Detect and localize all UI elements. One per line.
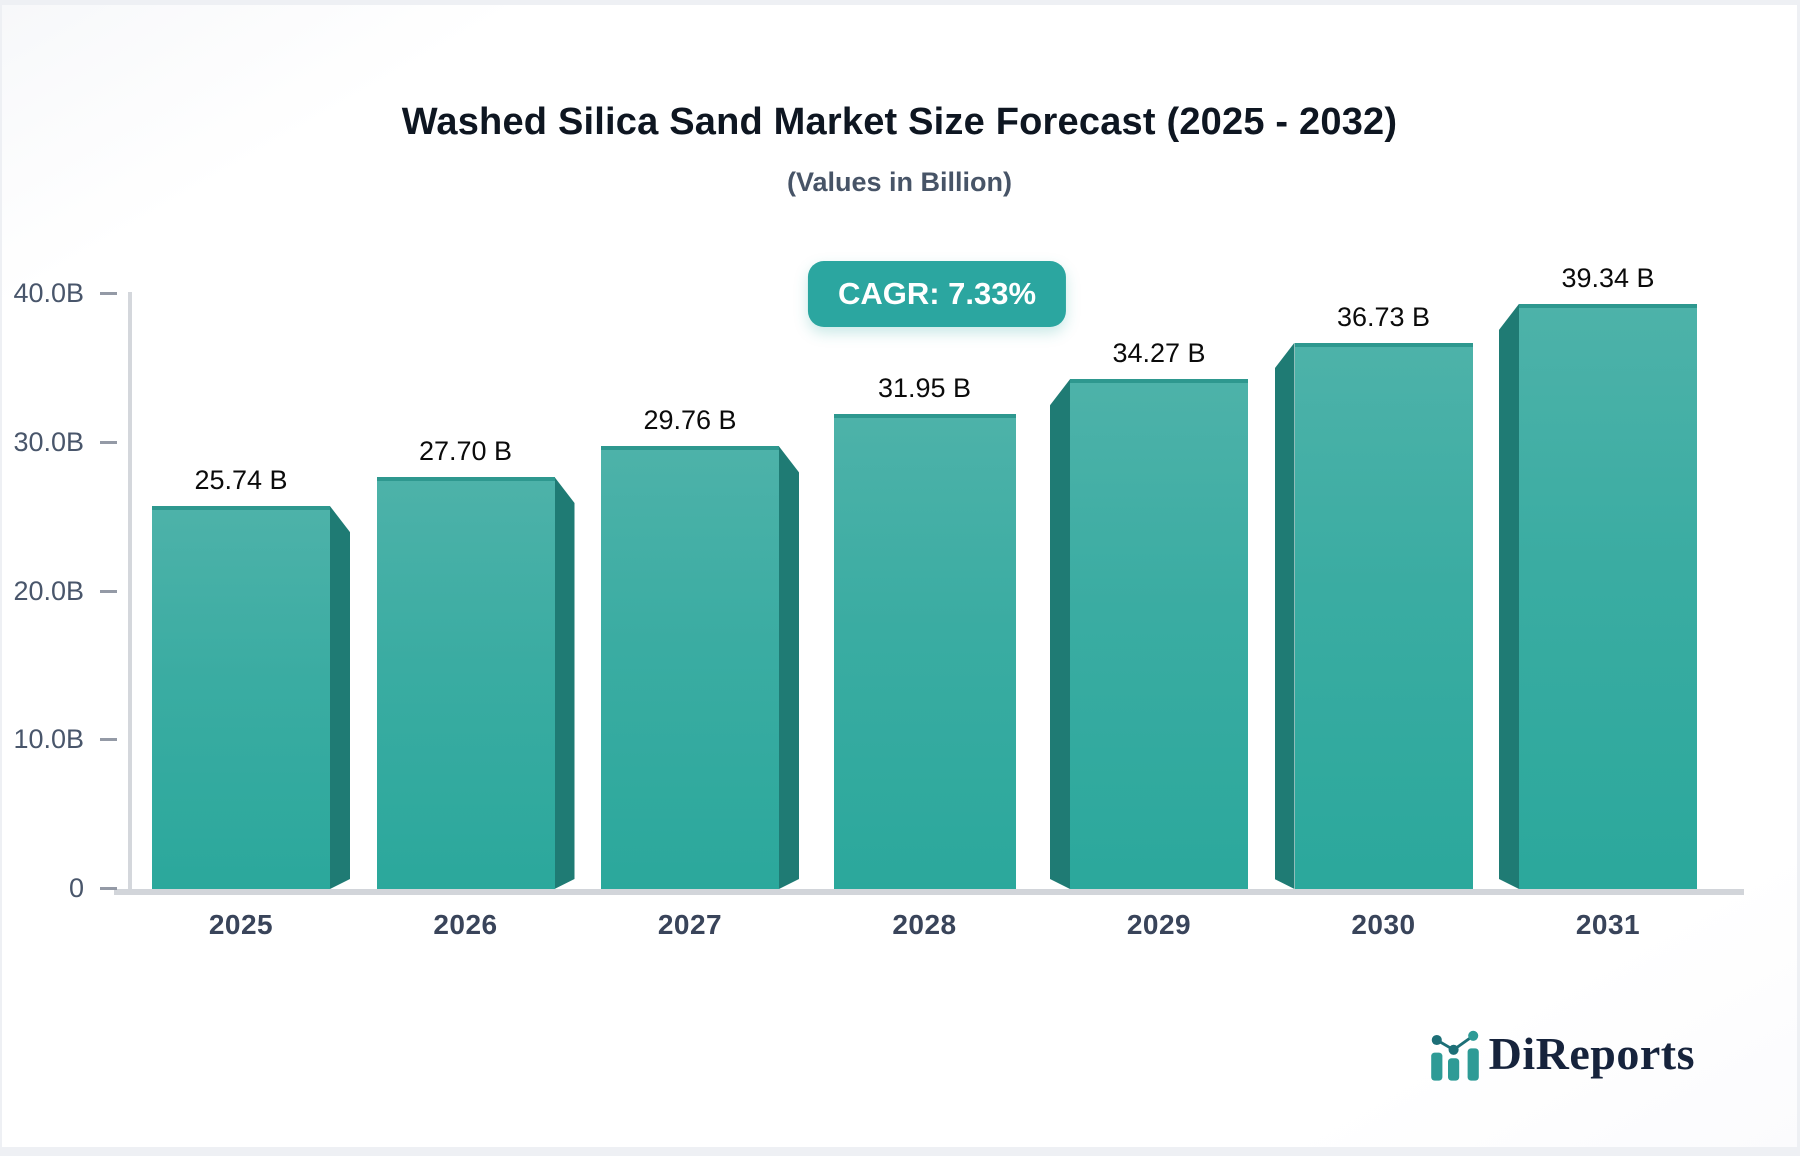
bar-face-2028[interactable] [833,413,1016,889]
x-axis-line [114,889,1744,895]
bar-value-label-2028: 31.95 B [877,372,972,403]
bar-2030[interactable]: 36.73 B [1275,302,1473,889]
y-tick-mark [100,887,117,890]
y-tick-mark [100,589,117,593]
y-tick-label: 20.0B [13,575,84,606]
x-axis-label-2027: 2027 [657,909,723,940]
y-axis-line [128,292,132,889]
bar-side-face-2026 [555,477,575,889]
y-tick-mark [100,440,117,444]
x-axis-label-2026: 2026 [433,909,498,940]
bar-face-2027[interactable] [601,446,779,889]
bar-2026[interactable]: 27.70 B [376,436,575,889]
y-tick-label: 0 [68,873,84,903]
bar-face-2026[interactable] [376,476,555,889]
chart-card: Washed Silica Sand Market Size Forecast … [2,5,1797,1147]
bar-value-label-2029: 34.27 B [1112,338,1206,369]
bar-chart-logo-icon [1427,1026,1483,1087]
cagr-badge: CAGR: 7.33% [807,261,1067,327]
y-tick-mark [100,738,117,742]
bar-value-label-2031: 39.34 B [1561,262,1655,293]
bar-2031[interactable]: 39.34 B [1499,263,1697,889]
x-axis-label-2030: 2030 [1351,909,1416,940]
bar-2029[interactable]: 34.27 B [1050,338,1248,889]
bar-2025[interactable]: 25.74 B [152,465,350,889]
chart-title: Washed Silica Sand Market Size Forecast … [401,101,1398,143]
bar-chart-plot-area: 0 10.0B 20.0B 30.0B 40.0B 25.74 B 2025 27.70 B… [13,263,1744,940]
bar-value-label-2026: 27.70 B [418,435,513,466]
bar-side-face-2030 [1275,343,1295,889]
bar-2027[interactable]: 29.76 B [601,405,799,889]
y-tick-mark [100,292,117,295]
bar-face-2029[interactable] [1070,379,1248,889]
bar-face-2030[interactable] [1294,342,1473,889]
x-axis-label-2029: 2029 [1126,909,1192,940]
bar-side-face-2031 [1499,304,1519,889]
bar-face-2025[interactable] [152,506,330,889]
bar-value-label-2027: 29.76 B [643,405,737,436]
x-axis-label-2028: 2028 [892,909,957,940]
bar-2028[interactable]: 31.95 B [826,373,1024,889]
logo-text: DiReports [1488,1028,1695,1079]
direports-logo: DiReports [1427,1020,1695,1087]
bar-side-face-2029 [1050,379,1070,889]
bar-side-face-2027 [779,446,799,889]
y-tick-label: 40.0B [13,278,84,308]
bar-face-2031[interactable] [1519,303,1697,889]
bar-side-face-2025 [330,506,350,889]
x-axis-label-2025: 2025 [208,909,274,940]
bar-value-label-2030: 36.73 B [1336,301,1431,332]
y-tick-label: 10.0B [13,724,84,755]
x-axis-label-2031: 2031 [1575,909,1641,940]
bar-value-label-2025: 25.74 B [194,465,288,496]
y-tick-label: 30.0B [13,426,84,457]
chart-subtitle: (Values in Billion) [786,167,1013,197]
